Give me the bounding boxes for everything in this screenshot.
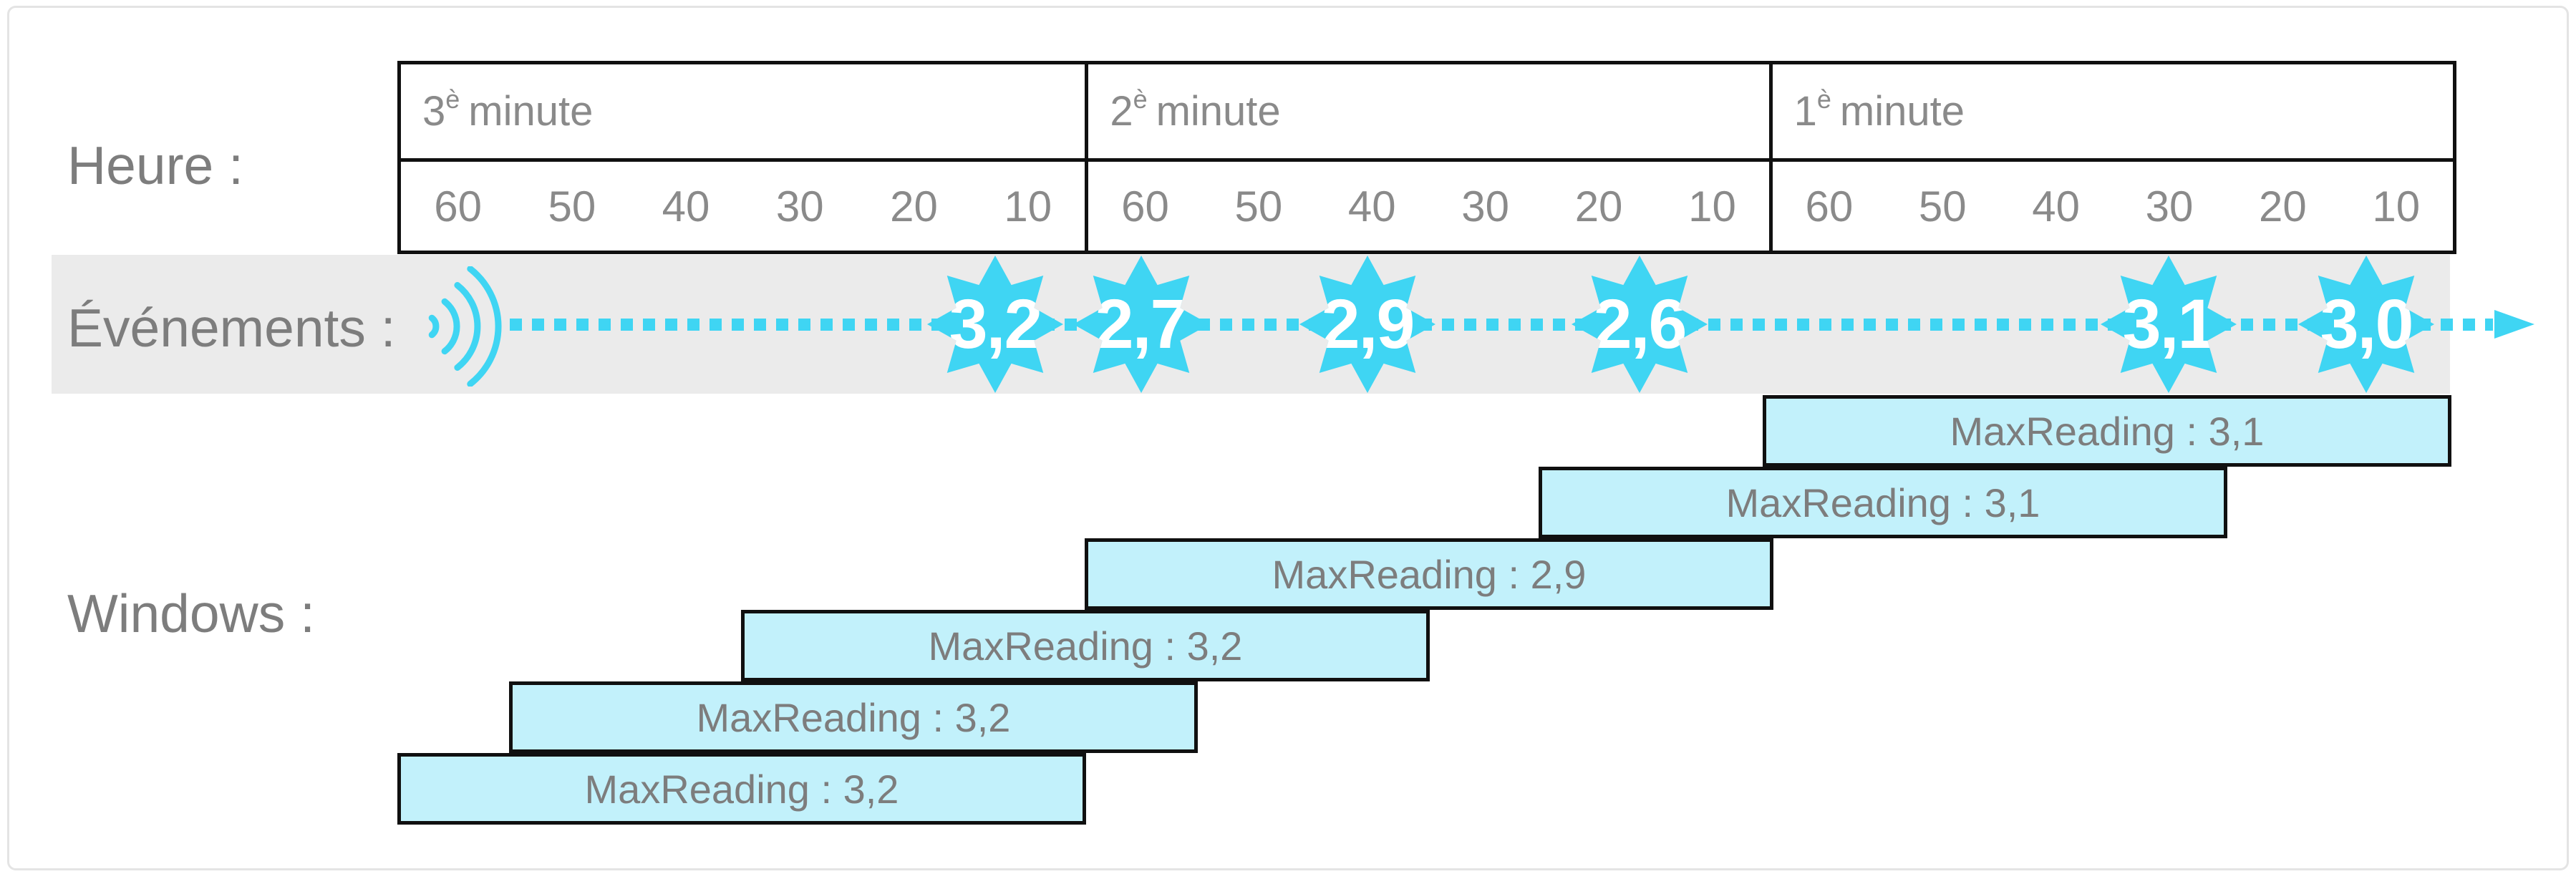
event-marker: 3,0 — [2298, 256, 2434, 393]
timeline-minute-cell-3: 1 è minute 60 50 40 30 20 10 — [1768, 64, 2453, 251]
second-tick-label: 50 — [1918, 182, 1967, 230]
second-tick-label: 20 — [2259, 182, 2307, 230]
window-bar: MaxReading : 3,2 — [741, 610, 1430, 681]
seconds-tick-row: 60 50 40 30 20 10 — [1088, 162, 1768, 251]
second-tick-label: 10 — [1688, 182, 1736, 230]
second-tick-label: 60 — [1121, 182, 1169, 230]
second-tick-label: 60 — [1805, 182, 1854, 230]
second-tick-label: 20 — [1574, 182, 1623, 230]
event-marker: 2,6 — [1572, 256, 1708, 393]
minute-ordinal: 1 — [1793, 88, 1817, 135]
second-tick-label: 20 — [890, 182, 938, 230]
heure-row-label: Heure : — [67, 135, 243, 195]
second-tick-label: 30 — [2145, 182, 2194, 230]
second-tick-label: 40 — [662, 182, 710, 230]
timeline-minute-cell-2: 2 è minute 60 50 40 30 20 10 — [1085, 64, 1769, 251]
window-bar: MaxReading : 3,2 — [509, 681, 1198, 753]
minute-word: minute — [468, 88, 594, 135]
second-tick-label: 40 — [1347, 182, 1396, 230]
event-marker: 2,9 — [1299, 256, 1435, 393]
second-tick-label: 50 — [548, 182, 596, 230]
window-bar: MaxReading : 3,2 — [397, 753, 1086, 825]
second-tick-label: 30 — [775, 182, 824, 230]
stream-arrowhead-icon — [2494, 310, 2534, 339]
minute-label: 3 è minute — [401, 64, 1085, 162]
minute-ordinal: 2 — [1110, 88, 1133, 135]
window-bar: MaxReading : 3,1 — [1539, 467, 2227, 538]
evenements-row-label: Événements : — [67, 298, 396, 358]
second-tick-label: 30 — [1461, 182, 1510, 230]
window-bar: MaxReading : 3,1 — [1763, 395, 2451, 467]
minute-word: minute — [1156, 88, 1281, 135]
event-marker: 2,7 — [1073, 256, 1209, 393]
minute-word: minute — [1839, 88, 1965, 135]
second-tick-label: 40 — [2032, 182, 2080, 230]
second-tick-label: 50 — [1234, 182, 1283, 230]
second-tick-label: 10 — [2372, 182, 2421, 230]
minute-ordinal: 3 — [422, 88, 446, 135]
window-bar: MaxReading : 2,9 — [1085, 538, 1773, 610]
timeline-table: 3 è minute 60 50 40 30 20 10 2 è minute 60 50 40 30 20 10… — [397, 61, 2456, 254]
windows-row-label: Windows : — [67, 583, 315, 644]
timeline-minute-cell-1: 3 è minute 60 50 40 30 20 10 — [401, 64, 1085, 251]
second-tick-label: 60 — [434, 182, 482, 230]
event-marker: 3,2 — [927, 256, 1063, 393]
sound-waves-icon — [428, 266, 502, 387]
seconds-tick-row: 60 50 40 30 20 10 — [1773, 162, 2453, 251]
second-tick-label: 10 — [1004, 182, 1052, 230]
minute-label: 2 è minute — [1088, 64, 1769, 162]
event-marker: 3,1 — [2101, 256, 2237, 393]
seconds-tick-row: 60 50 40 30 20 10 — [401, 162, 1085, 251]
minute-label: 1 è minute — [1772, 64, 2453, 162]
